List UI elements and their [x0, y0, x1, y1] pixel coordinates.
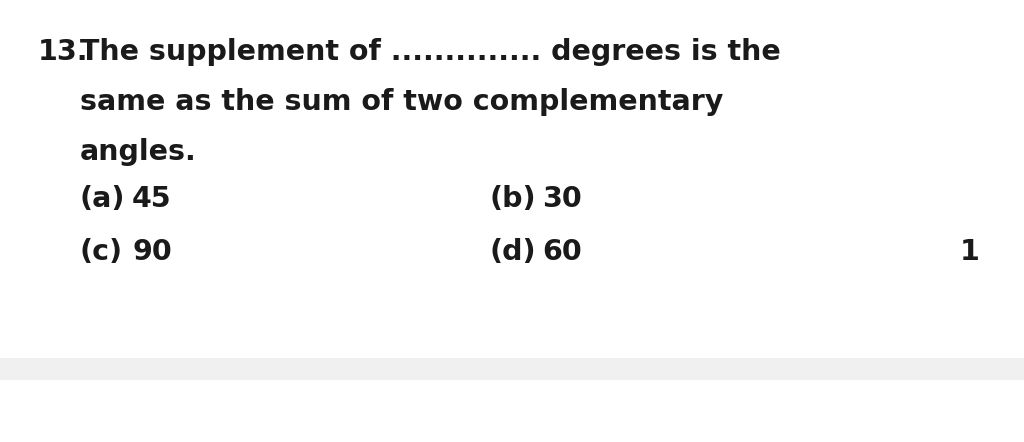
Text: 1: 1	[961, 238, 980, 266]
Text: (a): (a)	[80, 185, 126, 213]
Text: same as the sum of two complementary: same as the sum of two complementary	[80, 88, 723, 116]
Text: (d): (d)	[490, 238, 537, 266]
Text: 45: 45	[132, 185, 172, 213]
Text: angles.: angles.	[80, 138, 197, 166]
Bar	[0, 358, 1024, 380]
Text: 13.: 13.	[38, 38, 88, 66]
Text: 30: 30	[542, 185, 582, 213]
Text: 90: 90	[132, 238, 172, 266]
Text: (b): (b)	[490, 185, 537, 213]
Text: (c): (c)	[80, 238, 123, 266]
Text: The supplement of .............. degrees is the: The supplement of .............. degrees…	[80, 38, 780, 66]
Text: 60: 60	[542, 238, 582, 266]
